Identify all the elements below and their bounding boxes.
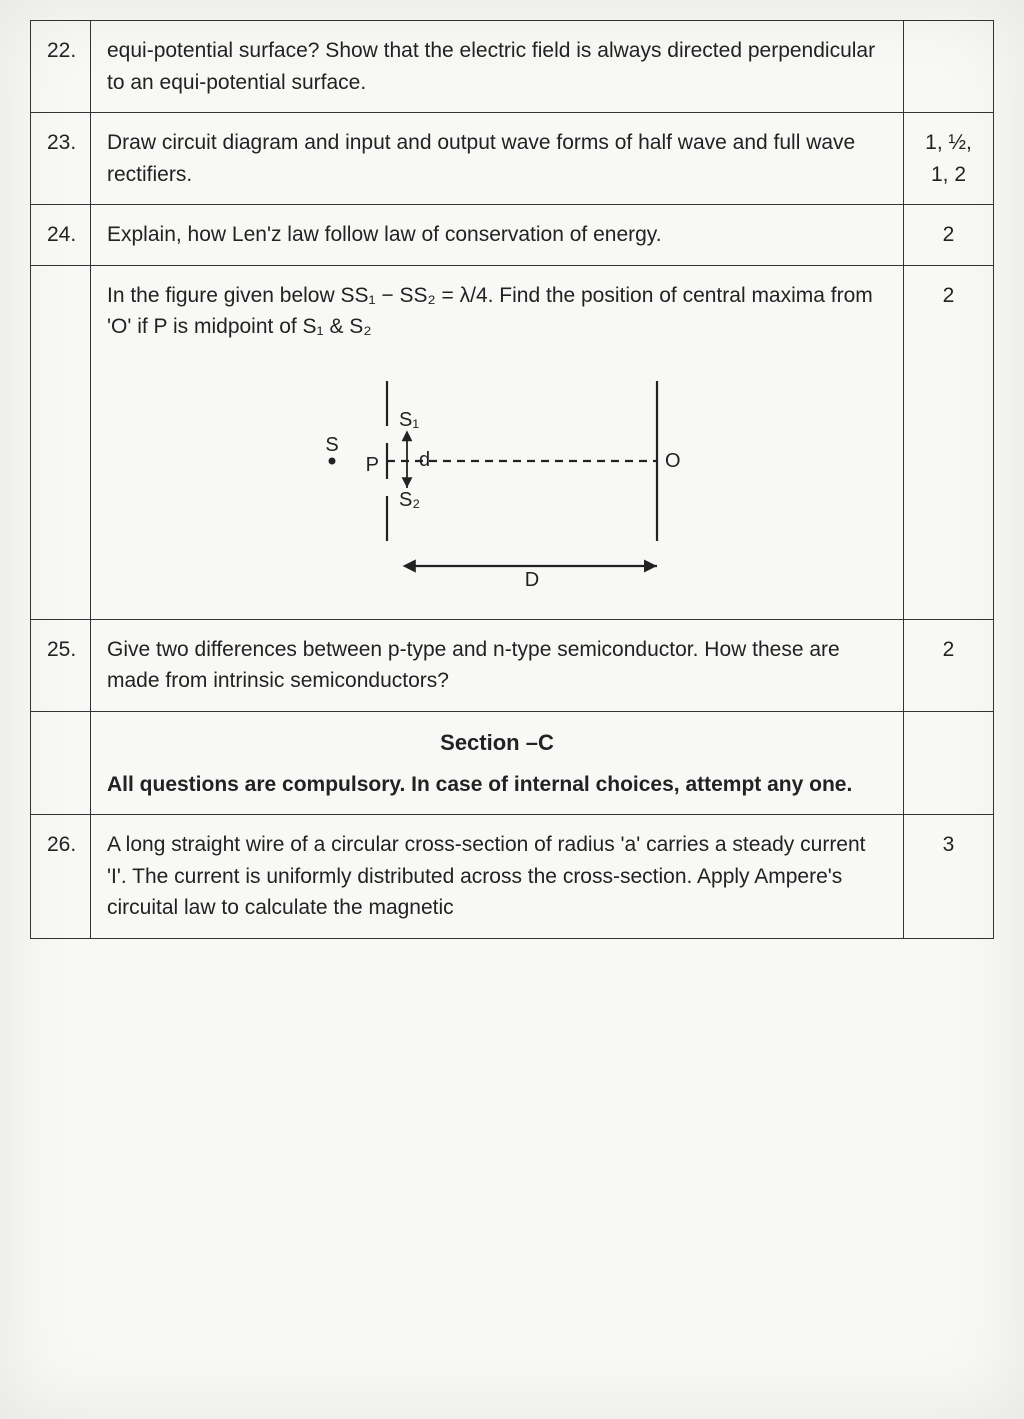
question-number [31, 711, 91, 815]
table-row: 26. A long straight wire of a circular cr… [31, 815, 994, 939]
table-row: 22. equi-potential surface? Show that the… [31, 21, 994, 113]
marks-cell [904, 711, 994, 815]
question-body: Draw circuit diagram and input and outpu… [107, 127, 887, 190]
marks-cell: 2 [904, 619, 994, 711]
question-body: A long straight wire of a circular cross… [107, 829, 887, 924]
double-slit-diagram: S P S₁ S₂ d D O [287, 371, 707, 591]
question-number: 25. [31, 619, 91, 711]
question-text: In the figure given below SS₁ − SS₂ = λ/… [91, 265, 904, 619]
label-d: d [419, 449, 430, 471]
marks-cell: 2 [904, 205, 994, 266]
question-text: equi-potential surface? Show that the el… [91, 21, 904, 113]
question-number: 26. [31, 815, 91, 939]
question-table: 22. equi-potential surface? Show that the… [30, 20, 994, 939]
table-row: 24. Explain, how Len'z law follow law of … [31, 205, 994, 266]
table-row: In the figure given below SS₁ − SS₂ = λ/… [31, 265, 994, 619]
question-number: 23. [31, 113, 91, 205]
marks-cell: 1, ½, 1, 2 [904, 113, 994, 205]
question-body: In the figure given below SS₁ − SS₂ = λ/… [107, 280, 887, 343]
label-s: S [325, 434, 338, 456]
table-row: Section –C All questions are compulsory. … [31, 711, 994, 815]
question-body: Give two differences between p-type and … [107, 634, 887, 697]
section-header: Section –C [107, 726, 887, 759]
question-body: equi-potential surface? Show that the el… [107, 35, 887, 98]
question-text: Section –C All questions are compulsory. … [91, 711, 904, 815]
question-text: Draw circuit diagram and input and outpu… [91, 113, 904, 205]
label-s1: S₁ [399, 409, 419, 431]
marks-cell [904, 21, 994, 113]
question-text: A long straight wire of a circular cross… [91, 815, 904, 939]
question-number [31, 265, 91, 619]
question-number: 24. [31, 205, 91, 266]
section-instruction: All questions are compulsory. In case of… [107, 769, 887, 801]
question-body: Explain, how Len'z law follow law of con… [107, 219, 887, 251]
marks-cell: 3 [904, 815, 994, 939]
table-row: 23. Draw circuit diagram and input and ou… [31, 113, 994, 205]
label-o: O [665, 450, 681, 472]
table-row: 25. Give two differences between p-type a… [31, 619, 994, 711]
question-number: 22. [31, 21, 91, 113]
label-s2: S₂ [399, 489, 420, 511]
question-text: Explain, how Len'z law follow law of con… [91, 205, 904, 266]
source-point [329, 457, 336, 464]
label-D: D [525, 569, 539, 591]
question-text: Give two differences between p-type and … [91, 619, 904, 711]
label-p: P [366, 454, 379, 476]
marks-cell: 2 [904, 265, 994, 619]
